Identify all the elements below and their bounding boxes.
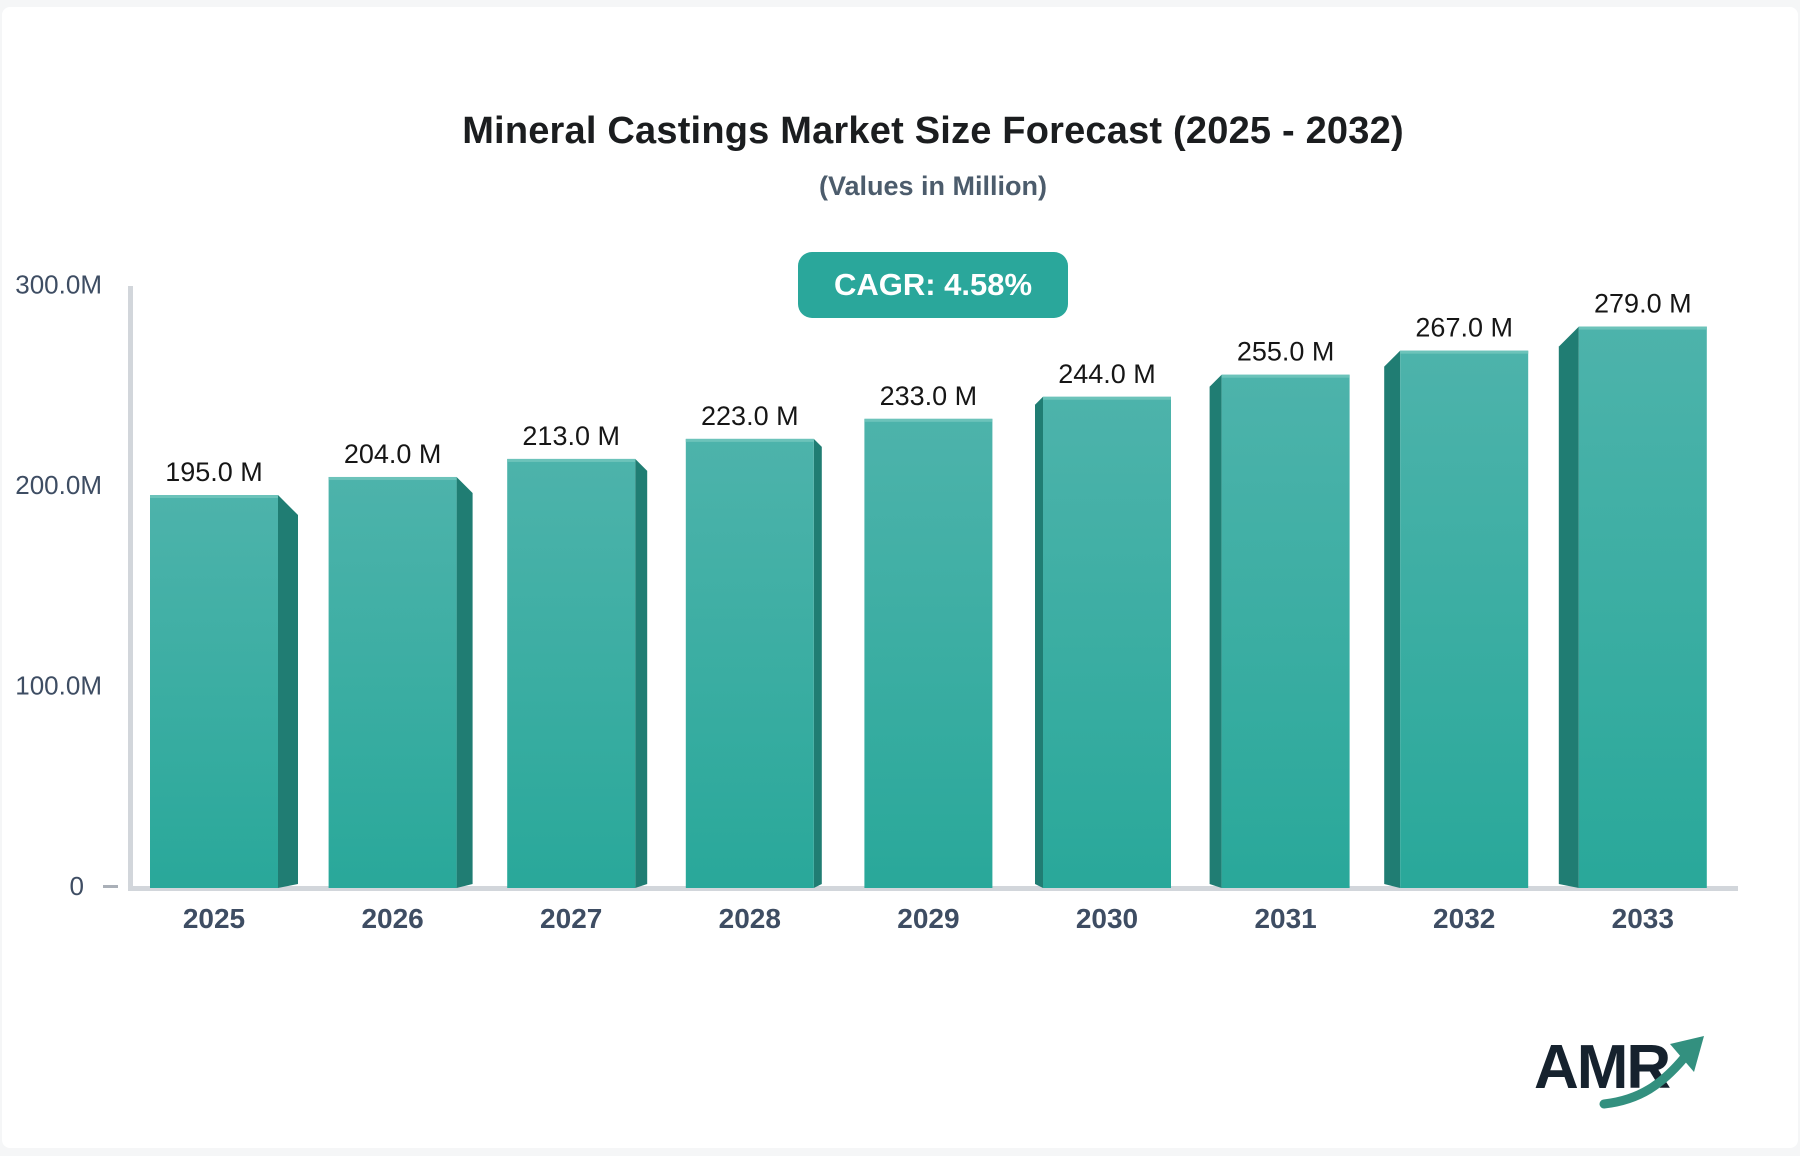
bar-top-edge bbox=[1043, 396, 1171, 400]
bar-2033[interactable]: 279.0 M bbox=[1558, 289, 1707, 889]
bar-top-edge bbox=[507, 458, 636, 462]
bar-2029[interactable]: 233.0 M bbox=[864, 381, 993, 888]
bar-2030[interactable]: 244.0 M bbox=[1035, 359, 1171, 888]
bar-front-face bbox=[1400, 350, 1529, 888]
bar-front-face bbox=[1043, 396, 1171, 888]
cagr-badge: CAGR: 4.58% bbox=[797, 252, 1069, 318]
bar-top-edge bbox=[685, 438, 814, 442]
bar-value-label: 244.0 M bbox=[1058, 359, 1156, 389]
x-tick-label: 2028 bbox=[719, 903, 781, 934]
x-tick-label: 2031 bbox=[1254, 903, 1316, 934]
bar-value-label: 195.0 M bbox=[165, 457, 263, 487]
bar-2028[interactable]: 223.0 M bbox=[685, 401, 822, 888]
bar-value-label: 279.0 M bbox=[1594, 289, 1692, 319]
page-subtitle: (Values in Million) bbox=[818, 171, 1048, 201]
x-tick-label: 2026 bbox=[361, 903, 423, 934]
bar-side-face bbox=[1558, 326, 1579, 889]
x-tick-label: 2033 bbox=[1612, 903, 1674, 934]
bar-top-edge bbox=[328, 476, 457, 480]
bar-front-face bbox=[864, 418, 993, 888]
bar-2031[interactable]: 255.0 M bbox=[1209, 337, 1350, 889]
bar-front-face bbox=[1221, 374, 1350, 889]
bar-2025[interactable]: 195.0 M bbox=[150, 457, 298, 888]
bar-front-face bbox=[328, 476, 457, 888]
bar-2032[interactable]: 267.0 M bbox=[1384, 313, 1529, 888]
bar-top-edge bbox=[864, 418, 993, 422]
bar-front-face bbox=[150, 495, 278, 888]
y-tick-label: 100.0M bbox=[15, 671, 102, 701]
y-tick-label: 200.0M bbox=[15, 470, 102, 500]
bar-top-edge bbox=[1400, 350, 1529, 354]
bar-side-face bbox=[635, 458, 648, 888]
x-tick-label: 2029 bbox=[897, 903, 959, 934]
bar-side-face bbox=[1209, 374, 1222, 889]
bar-front-face bbox=[1578, 326, 1707, 889]
growth-arrow-icon bbox=[1599, 1036, 1704, 1109]
bar-side-face bbox=[278, 495, 298, 888]
bar-front-face bbox=[507, 458, 636, 888]
bar-side-face bbox=[1035, 396, 1043, 888]
bar-2027[interactable]: 213.0 M bbox=[507, 421, 648, 888]
x-tick-label: 2025 bbox=[183, 903, 245, 934]
page-title: Mineral Castings Market Size Forecast (2… bbox=[462, 110, 1404, 152]
bar-top-edge bbox=[1221, 374, 1350, 378]
bar-front-face bbox=[685, 438, 814, 888]
y-tick-label: 0 bbox=[70, 871, 84, 901]
bar-value-label: 204.0 M bbox=[344, 439, 442, 469]
bar-value-label: 267.0 M bbox=[1415, 313, 1513, 343]
bar-top-edge bbox=[150, 495, 278, 499]
bar-side-face bbox=[813, 438, 822, 888]
x-axis-line bbox=[128, 886, 1738, 891]
bar-side-face bbox=[1384, 350, 1401, 888]
cagr-badge-wrap: CAGR: 4.58% bbox=[130, 252, 1736, 318]
y-tick-label: 300.0M bbox=[15, 270, 102, 300]
bar-2026[interactable]: 204.0 M bbox=[328, 439, 473, 888]
bar-value-label: 255.0 M bbox=[1237, 337, 1335, 367]
amr-logo: AMR bbox=[1520, 1020, 1740, 1120]
bar-value-label: 223.0 M bbox=[701, 401, 799, 431]
x-tick-label: 2032 bbox=[1433, 903, 1495, 934]
bar-value-label: 233.0 M bbox=[880, 381, 978, 411]
y-axis-zero-tick bbox=[103, 885, 118, 888]
x-tick-label: 2027 bbox=[540, 903, 602, 934]
bar-side-face bbox=[456, 476, 473, 888]
y-axis-line bbox=[128, 286, 133, 891]
bar-top-edge bbox=[1578, 326, 1707, 330]
x-tick-label: 2030 bbox=[1076, 903, 1138, 934]
bar-value-label: 213.0 M bbox=[522, 421, 620, 451]
